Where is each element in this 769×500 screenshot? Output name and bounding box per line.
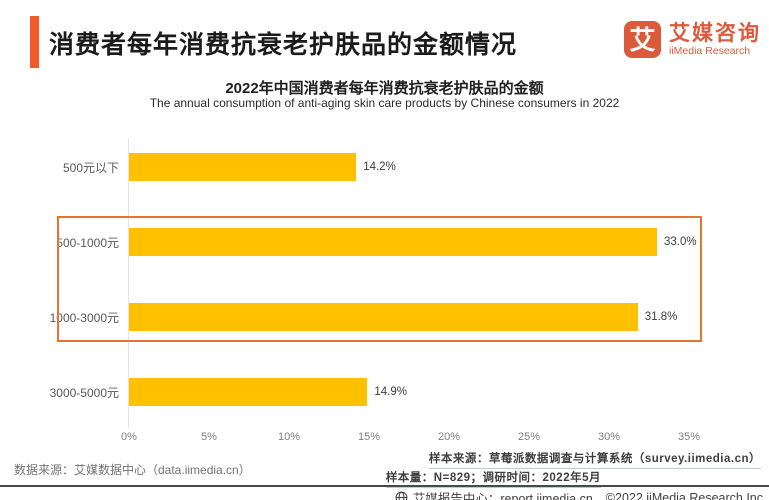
bar-row: 3000-5000元 14.9% — [0, 378, 769, 406]
data-source-note: 数据来源：艾媒数据中心（data.iimedia.cn） — [14, 463, 251, 477]
value-label: 14.2% — [363, 161, 396, 173]
logo-name-en: iiMedia Research — [669, 44, 751, 57]
page-title: 消费者每年消费抗衰老护肤品的金额情况 — [49, 31, 518, 59]
chart-title: 2022年中国消费者每年消费抗衰老护肤品的金额 — [225, 80, 544, 97]
category-label: 1000-3000元 — [49, 310, 119, 325]
chart-subtitle: The annual consumption of anti-aging ski… — [149, 96, 620, 110]
x-axis-tick: 10% — [277, 431, 301, 443]
sample-info-note: 样本量：N=829；调研时间：2022年5月 — [385, 469, 601, 488]
x-axis-tick: 15% — [357, 431, 381, 443]
bar — [129, 303, 638, 331]
bar — [129, 153, 357, 181]
x-axis-tick: 20% — [437, 431, 461, 443]
x-axis-tick: 35% — [677, 431, 701, 443]
highlight-box — [57, 216, 702, 342]
sample-source-note: 样本来源：草莓派数据调查与计算系统（survey.iimedia.cn） — [428, 450, 761, 469]
x-axis-tick: 5% — [201, 431, 217, 443]
value-label: 14.9% — [374, 386, 407, 398]
globe-icon — [395, 491, 408, 500]
bar — [129, 378, 368, 406]
x-axis-tick: 25% — [517, 431, 541, 443]
bar-row: 500-1000元 33.0% — [0, 228, 769, 256]
title-accent-bar — [30, 16, 39, 68]
bar-row: 500元以下 14.2% — [0, 153, 769, 181]
category-label: 3000-5000元 — [49, 385, 119, 400]
category-label: 500-1000元 — [56, 235, 119, 250]
footer-divider — [0, 485, 769, 487]
iimedia-logo: 艾 艾媒咨询 iiMedia Research — [624, 21, 761, 58]
value-label: 33.0% — [664, 236, 697, 248]
footer: 艾媒报告中心：report.iimedia.cn ©2022 iiMedia R… — [395, 488, 763, 500]
footer-copyright: ©2022 iiMedia Research Inc — [605, 490, 763, 500]
logo-name-cn: 艾媒咨询 — [669, 21, 761, 45]
footer-report-center: 艾媒报告中心：report.iimedia.cn — [412, 492, 593, 500]
value-label: 31.8% — [644, 311, 678, 323]
category-label: 500元以下 — [62, 160, 119, 175]
y-axis-line — [128, 138, 129, 428]
x-axis-tick: 0% — [121, 431, 137, 443]
bar-row: 1000-3000元 31.8% — [0, 303, 769, 331]
bar — [129, 228, 657, 256]
iimedia-logo-icon: 艾 — [624, 21, 661, 58]
x-axis-tick: 30% — [597, 431, 621, 443]
